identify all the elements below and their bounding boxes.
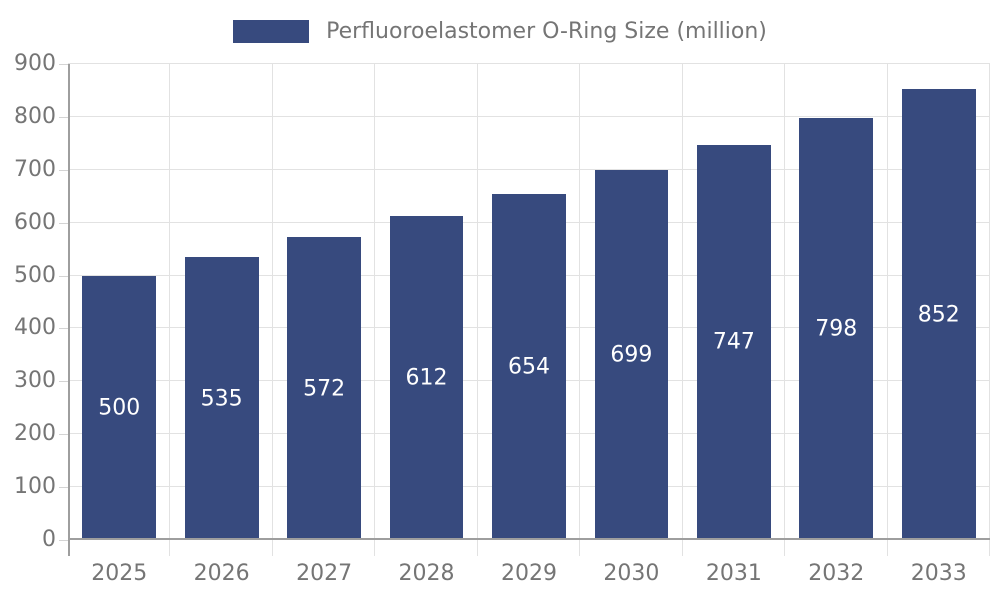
bar-band: 699 <box>580 64 682 540</box>
legend-swatch <box>233 19 310 43</box>
x-axis-line <box>68 538 990 540</box>
x-gridline <box>169 64 171 556</box>
bar[interactable]: 699 <box>594 170 669 540</box>
y-tick-mark <box>59 540 68 541</box>
y-tick-mark <box>59 381 68 383</box>
bar[interactable]: 572 <box>287 237 361 540</box>
bar-band: 535 <box>170 64 272 540</box>
x-gridline <box>476 64 478 556</box>
plot-area: 500 535 572 612 654 699 747 798 852 <box>68 63 990 556</box>
bar-band: 798 <box>785 64 887 540</box>
x-tick-label: 2025 <box>91 561 148 586</box>
y-tick-label: 0 <box>42 527 56 552</box>
x-gridline <box>271 64 273 556</box>
x-gridline <box>579 64 581 556</box>
bar-band: 747 <box>683 64 785 540</box>
bar-band: 500 <box>68 64 170 540</box>
bar[interactable]: 500 <box>82 275 157 540</box>
y-tick-label: 500 <box>14 262 56 288</box>
bar-band: 852 <box>888 64 990 540</box>
bar-band: 654 <box>478 64 580 540</box>
bar-value-label: 535 <box>200 386 243 412</box>
y-tick-mark <box>59 328 68 330</box>
x-tick-label: 2029 <box>500 561 557 586</box>
x-gridline <box>681 64 683 556</box>
y-gridline <box>68 115 990 117</box>
y-tick-label: 200 <box>14 421 56 447</box>
bar[interactable]: 612 <box>389 216 464 540</box>
bar-value-label: 572 <box>303 376 346 402</box>
x-tick-label: 2033 <box>910 561 967 586</box>
y-axis-line <box>68 64 70 556</box>
x-tick-label: 2032 <box>808 561 865 586</box>
bar-value-label: 852 <box>917 302 960 328</box>
y-gridline <box>68 168 990 170</box>
y-tick-mark <box>59 275 68 277</box>
bar-value-label: 654 <box>507 354 550 380</box>
x-tick-label: 2030 <box>603 561 660 586</box>
y-tick-label: 300 <box>14 368 56 394</box>
bar-band: 572 <box>273 64 375 540</box>
y-tick-mark <box>59 487 68 489</box>
y-tick-label: 400 <box>14 315 56 341</box>
y-gridline <box>68 63 990 64</box>
y-tick-mark <box>59 434 68 436</box>
y-axis-labels: 0 100 200 300 400 500 600 700 800 900 <box>0 0 56 600</box>
y-tick-label: 900 <box>14 51 56 76</box>
bar-value-label: 612 <box>405 365 448 391</box>
bar[interactable]: 747 <box>696 144 771 540</box>
x-tick-label: 2031 <box>705 561 762 586</box>
x-gridline <box>374 64 376 556</box>
x-gridline <box>989 64 990 556</box>
bar-value-label: 500 <box>98 395 141 421</box>
bar-value-label: 747 <box>712 329 755 355</box>
x-tick-label: 2026 <box>193 561 250 586</box>
y-tick-label: 700 <box>14 156 56 182</box>
y-tick-label: 800 <box>14 103 56 129</box>
bar[interactable]: 535 <box>184 257 259 540</box>
y-tick-mark <box>59 222 68 224</box>
y-tick-mark <box>59 169 68 171</box>
x-axis-labels: 2025 2026 2027 2028 2029 2030 2031 2032 2033 <box>68 558 990 590</box>
bar-band: 612 <box>375 64 477 540</box>
legend: Perfluoroelastomer O-Ring Size (million) <box>0 18 1000 44</box>
bar[interactable]: 852 <box>901 89 976 540</box>
legend-label: Perfluoroelastomer O-Ring Size (million) <box>326 18 767 44</box>
bar[interactable]: 798 <box>799 117 874 540</box>
y-tick-mark <box>59 116 68 118</box>
x-gridline <box>784 64 786 556</box>
legend-item[interactable]: Perfluoroelastomer O-Ring Size (million) <box>233 19 767 44</box>
bar[interactable]: 654 <box>492 194 566 540</box>
bar-value-label: 699 <box>610 342 653 368</box>
y-tick-mark <box>59 64 68 65</box>
x-gridline <box>886 64 888 556</box>
x-tick-label: 2028 <box>398 561 455 586</box>
bar-value-label: 798 <box>815 316 858 342</box>
x-tick-label: 2027 <box>296 561 353 586</box>
y-tick-label: 600 <box>14 209 56 235</box>
bars-row: 500 535 572 612 654 699 747 798 852 <box>68 64 990 540</box>
y-tick-label: 100 <box>14 474 56 500</box>
